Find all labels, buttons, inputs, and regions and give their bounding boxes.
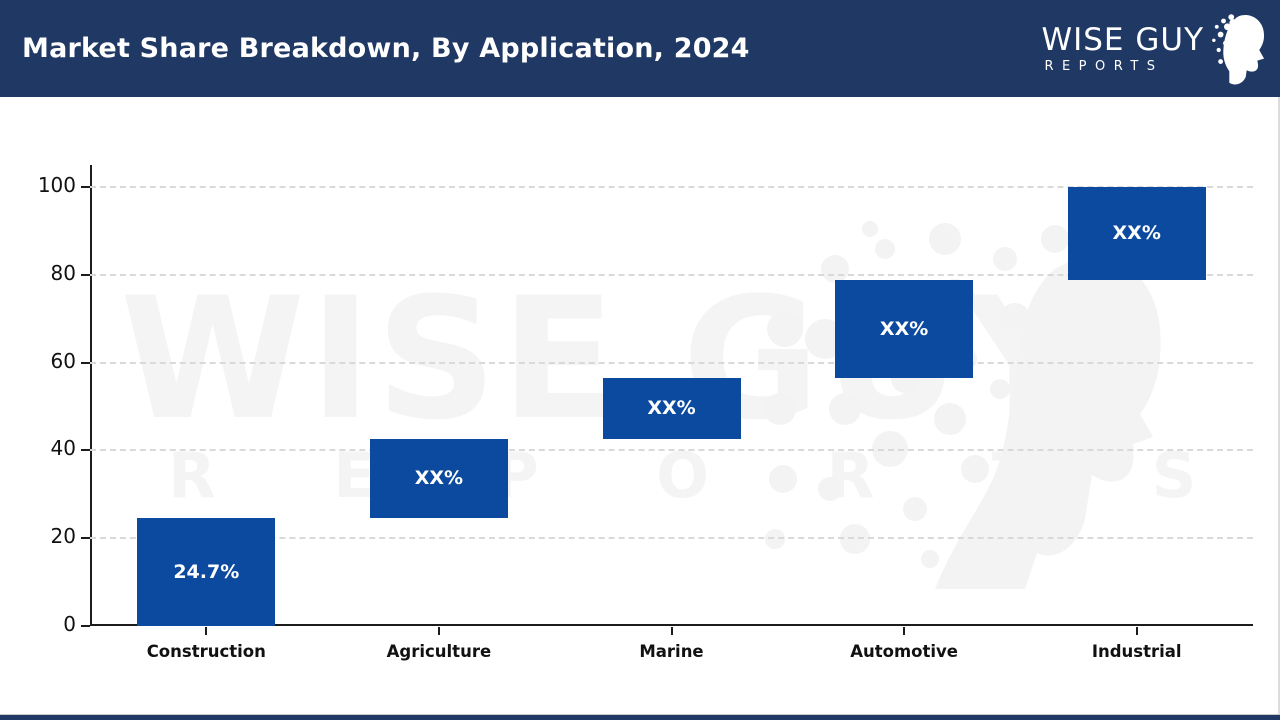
gridline-40 [90,449,1253,452]
y-tick-mark-40 [81,449,90,452]
chart-area: WISE GUY R E P O R T S 0 20 40 60 80 100 Const… [0,97,1280,720]
x-tick-mark-agriculture [437,627,440,635]
y-tick-label-0: 0 [63,612,76,636]
y-tick-label-60: 60 [50,348,76,373]
right-edge-divider [1278,97,1280,715]
bar-agriculture: XX% [369,438,508,518]
bar-industrial: XX% [1067,187,1206,280]
y-tick-label-100: 100 [37,173,76,197]
bar-value-label-marine: XX% [647,397,696,420]
bar-value-label-automotive: XX% [879,317,929,340]
y-tick-mark-0 [81,625,90,627]
gridline-60 [90,361,1253,364]
x-tick-mark-marine [670,627,673,635]
logo: WISE GUY REPORTS [1041,10,1266,88]
bar-marine: XX% [602,377,741,439]
bar-value-label-construction: 24.7% [173,560,240,583]
y-tick-label-80: 80 [50,260,76,285]
y-tick-mark-80 [81,273,90,276]
x-tick-mark-construction [205,627,208,635]
header-bar: Market Share Breakdown, By Application, … [0,0,1280,97]
x-category-label-automotive: Automotive [850,642,958,661]
x-tick-mark-industrial [1135,627,1138,635]
y-tick-mark-60 [81,361,90,364]
y-tick-mark-100 [81,186,90,188]
y-tick-label-20: 20 [50,524,76,549]
bar-automotive: XX% [835,279,974,378]
gridline-100 [90,186,1253,188]
x-tick-mark-automotive [903,627,906,635]
y-tick-label-40: 40 [50,436,76,461]
x-category-label-agriculture: Agriculture [386,642,492,661]
plot-area [90,165,1253,626]
bar-construction: 24.7% [137,517,276,626]
x-category-label-marine: Marine [639,642,704,661]
bar-value-label-industrial: XX% [1112,222,1161,245]
page-title: Market Share Breakdown, By Application, … [22,33,750,64]
x-category-label-industrial: Industrial [1091,642,1182,661]
logo-head-icon [1212,13,1265,85]
plot-layer: 0 20 40 60 80 100 Construction Agriculture Marin… [0,97,1280,720]
footer-strip [0,714,1280,720]
gridline-80 [90,273,1253,276]
y-tick-mark-20 [81,537,90,540]
logo-subtitle: REPORTS [1044,58,1164,74]
logo-wordmark: WISE GUY [1041,21,1204,58]
gridline-20 [90,537,1253,540]
bar-value-label-agriculture: XX% [414,467,464,490]
x-category-label-construction: Construction [146,642,266,661]
logo-text: WISE GUY REPORTS [1041,21,1204,74]
